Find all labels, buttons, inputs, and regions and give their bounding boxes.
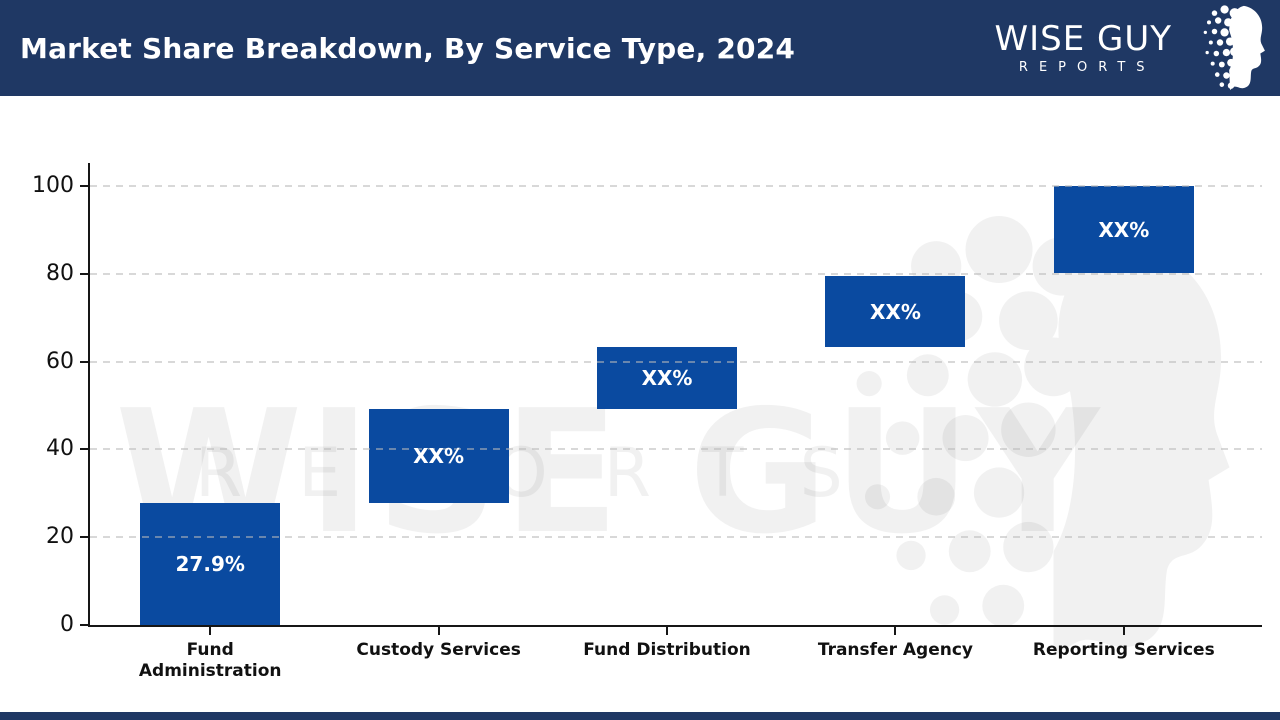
x-tick-mark: [1122, 627, 1125, 635]
y-tick-mark: [80, 536, 88, 539]
page-title: Market Share Breakdown, By Service Type,…: [20, 31, 796, 65]
bar-value-label: XX%: [413, 443, 465, 468]
bar-value-label: XX%: [869, 299, 921, 324]
chart-column: 27.9% Fund Administration: [96, 163, 324, 681]
y-tick-mark: [80, 448, 88, 451]
logo-wordmark-line1: WISE GUY: [994, 18, 1172, 59]
x-category-label: Fund Distribution: [583, 640, 751, 660]
bar-segment: [1053, 186, 1194, 274]
bar-segment: [597, 346, 738, 410]
y-tick-label: 100: [32, 173, 74, 198]
bar-value-label: 27.9%: [175, 551, 245, 576]
chart-column: XX% Reporting Services: [1010, 163, 1238, 660]
bar-segment: [140, 502, 281, 625]
logo-wordmark-line2: REPORTS: [1018, 59, 1156, 75]
x-tick-mark: [209, 627, 212, 635]
gridline: [90, 360, 1262, 363]
x-tick-mark: [894, 627, 897, 635]
chart-column: XX% Fund Distribution: [553, 163, 781, 660]
market-share-chart: WISE GUY REPORTS 27.9% Fund Administration…: [0, 96, 1280, 712]
x-category-label: Fund Administration: [138, 640, 282, 681]
bar-value-label: XX%: [641, 365, 693, 390]
header-bar: Market Share Breakdown, By Service Type,…: [0, 0, 1280, 96]
gridline: [90, 185, 1262, 187]
gridline: [90, 448, 1262, 451]
y-tick-mark: [80, 185, 88, 187]
y-tick-label: 80: [46, 260, 74, 286]
x-category-label: Reporting Services: [1032, 640, 1215, 660]
y-tick-label: 0: [60, 612, 74, 637]
plot-area: 27.9% Fund Administration XX% Custody Servic…: [32, 163, 1262, 681]
y-tick-mark: [80, 272, 88, 275]
bar-value-label: XX%: [1098, 217, 1150, 242]
logo-wordmark: WISE GUY REPORTS: [994, 22, 1172, 75]
x-category-label: Transfer Agency: [817, 640, 973, 660]
bar-columns: 27.9% Fund Administration XX% Custody Servic…: [96, 163, 1238, 681]
x-tick-mark: [666, 627, 669, 635]
logo-face-icon: [1203, 5, 1265, 91]
footer-bar: [0, 712, 1280, 720]
y-tick-label: 40: [46, 436, 74, 462]
x-tick-mark: [437, 627, 440, 635]
x-axis-spine: [88, 625, 1262, 627]
bar-segment: [825, 276, 966, 347]
gridline: [90, 272, 1262, 275]
x-category-label: Custody Services: [356, 640, 521, 660]
gridline: [90, 536, 1262, 539]
wise-guy-logo: WISE GUY REPORTS: [994, 4, 1266, 92]
chart-column: XX% Custody Services: [324, 163, 552, 660]
bar-segment: [368, 409, 509, 503]
chart-column: XX% Transfer Agency: [781, 163, 1009, 660]
y-tick-mark: [80, 360, 88, 363]
y-tick-label: 20: [46, 524, 74, 550]
y-axis-spine: [88, 163, 90, 625]
y-tick-mark: [80, 624, 88, 626]
y-tick-label: 60: [46, 348, 74, 374]
